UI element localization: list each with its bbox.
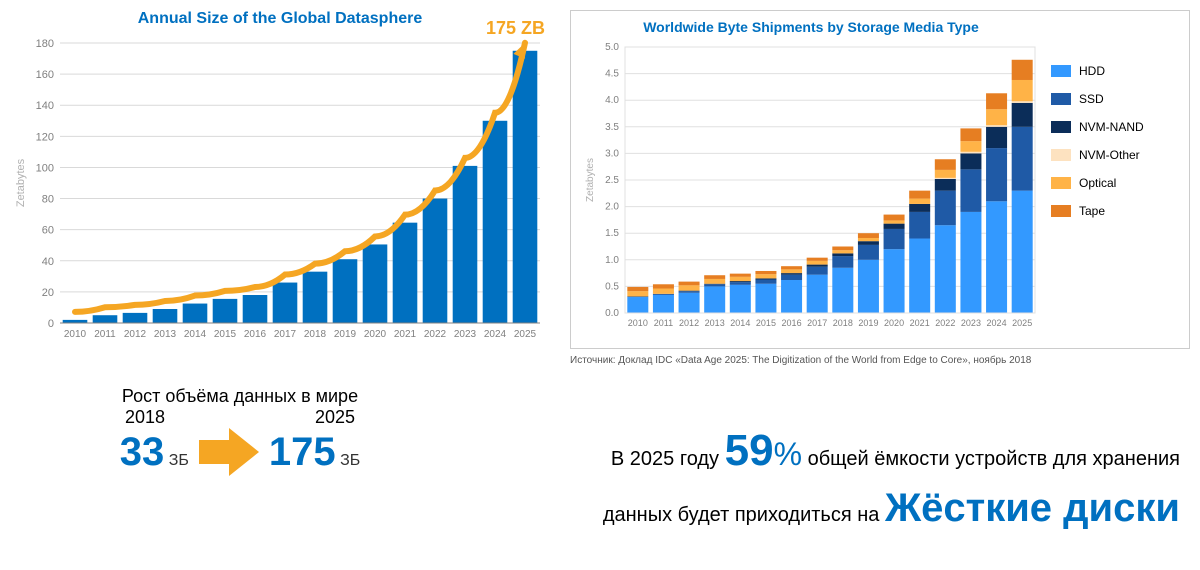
svg-text:0.5: 0.5 — [605, 281, 619, 292]
svg-text:160: 160 — [36, 69, 54, 81]
svg-text:2017: 2017 — [807, 318, 827, 328]
legend-item: NVM-Other — [1051, 148, 1144, 162]
growth-unit-to: ЗБ — [340, 452, 360, 469]
svg-text:2018: 2018 — [304, 329, 327, 340]
svg-text:2018: 2018 — [833, 318, 853, 328]
legend-label: Tape — [1079, 204, 1105, 218]
growth-val-to: 175 — [269, 430, 336, 474]
svg-text:60: 60 — [42, 225, 54, 237]
svg-text:5.0: 5.0 — [605, 42, 619, 53]
datasphere-annotation: 175 ZB — [486, 18, 545, 39]
legend-label: SSD — [1079, 92, 1104, 106]
svg-text:2022: 2022 — [424, 329, 447, 340]
svg-text:2023: 2023 — [454, 329, 477, 340]
legend-item: NVM-NAND — [1051, 120, 1144, 134]
svg-text:2013: 2013 — [705, 318, 725, 328]
percent-icon: % — [774, 436, 802, 472]
rt-line2-prefix: данных будет приходиться на — [603, 504, 880, 526]
svg-text:2017: 2017 — [274, 329, 297, 340]
datasphere-svg: 0 20 40 60 80 100 120 140 160 180 Zetabytes 2010 201… — [10, 33, 550, 353]
rt-pct: 59 — [725, 426, 774, 475]
source-text: Источник: Доклад IDC «Data Age 2025: The… — [570, 355, 1190, 366]
growth-year-to: 2025 — [315, 407, 355, 428]
rt-middle: общей ёмкости устройств для хранения — [808, 448, 1180, 470]
legend-swatch — [1051, 121, 1071, 133]
growth-unit-from: ЗБ — [169, 452, 189, 469]
svg-text:2022: 2022 — [935, 318, 955, 328]
legend-label: HDD — [1079, 64, 1105, 78]
shipments-legend: HDD SSD NVM-NAND NVM-Other Optical Tape — [1051, 19, 1144, 344]
legend-swatch — [1051, 205, 1071, 217]
svg-text:1.5: 1.5 — [605, 228, 619, 239]
legend-item: Tape — [1051, 204, 1144, 218]
growth-box: Рост объёма данных в мире 2018 2025 33 З… — [10, 386, 430, 476]
datasphere-chart: Annual Size of the Global Datasphere 175… — [10, 10, 550, 358]
legend-swatch — [1051, 93, 1071, 105]
legend-swatch — [1051, 149, 1071, 161]
svg-text:2012: 2012 — [679, 318, 699, 328]
svg-text:2016: 2016 — [244, 329, 267, 340]
svg-text:2020: 2020 — [364, 329, 387, 340]
legend-item: Optical — [1051, 176, 1144, 190]
legend-item: HDD — [1051, 64, 1144, 78]
svg-text:2019: 2019 — [858, 318, 878, 328]
svg-text:2024: 2024 — [987, 318, 1007, 328]
svg-text:2010: 2010 — [628, 318, 648, 328]
svg-text:2014: 2014 — [184, 329, 207, 340]
shipments-svg: 0.0 0.5 1.0 1.5 2.0 2.5 3.0 3.5 4.0 4.5 5.0 Zetabyt… — [581, 39, 1041, 339]
svg-text:40: 40 — [42, 256, 54, 268]
svg-text:4.0: 4.0 — [605, 95, 619, 106]
svg-text:2012: 2012 — [124, 329, 147, 340]
svg-text:2015: 2015 — [756, 318, 776, 328]
svg-text:2021: 2021 — [910, 318, 930, 328]
svg-text:20: 20 — [42, 287, 54, 299]
svg-text:2011: 2011 — [94, 329, 116, 340]
svg-text:2021: 2021 — [394, 329, 417, 340]
legend-swatch — [1051, 177, 1071, 189]
svg-text:2025: 2025 — [1012, 318, 1032, 328]
svg-text:2014: 2014 — [730, 318, 750, 328]
svg-text:Zetabytes: Zetabytes — [15, 158, 27, 207]
legend-swatch — [1051, 65, 1071, 77]
svg-text:2011: 2011 — [654, 318, 673, 328]
rt-prefix: В 2025 году — [611, 448, 719, 470]
legend-label: NVM-NAND — [1079, 120, 1144, 134]
svg-text:2025: 2025 — [514, 329, 537, 340]
svg-text:Zetabytes: Zetabytes — [585, 158, 596, 202]
svg-text:180: 180 — [36, 38, 54, 50]
svg-text:3.0: 3.0 — [605, 148, 619, 159]
svg-text:0.0: 0.0 — [605, 308, 619, 319]
svg-text:3.5: 3.5 — [605, 122, 619, 133]
right-text: В 2025 году 59% общей ёмкости устройств … — [430, 386, 1190, 531]
svg-text:2015: 2015 — [214, 329, 237, 340]
arrow-right-icon — [199, 428, 259, 476]
svg-text:1.0: 1.0 — [605, 255, 619, 266]
datasphere-title: Annual Size of the Global Datasphere — [10, 10, 550, 28]
svg-text:2016: 2016 — [782, 318, 802, 328]
legend-item: SSD — [1051, 92, 1144, 106]
rt-highlight: Жёсткие диски — [885, 486, 1180, 530]
svg-text:2013: 2013 — [154, 329, 177, 340]
growth-title: Рост объёма данных в мире — [50, 386, 430, 407]
svg-text:2020: 2020 — [884, 318, 904, 328]
svg-text:0: 0 — [48, 318, 54, 330]
growth-year-from: 2018 — [125, 407, 165, 428]
svg-text:120: 120 — [36, 131, 54, 143]
legend-label: Optical — [1079, 176, 1116, 190]
svg-text:100: 100 — [36, 162, 54, 174]
shipments-title: Worldwide Byte Shipments by Storage Medi… — [581, 19, 1041, 35]
svg-text:2.5: 2.5 — [605, 175, 619, 186]
svg-text:2.0: 2.0 — [605, 202, 619, 213]
growth-val-from: 33 — [120, 430, 165, 474]
svg-text:2019: 2019 — [334, 329, 357, 340]
legend-label: NVM-Other — [1079, 148, 1140, 162]
svg-text:80: 80 — [42, 194, 54, 206]
shipments-chart: Worldwide Byte Shipments by Storage Medi… — [570, 10, 1190, 349]
svg-text:2023: 2023 — [961, 318, 981, 328]
svg-text:140: 140 — [36, 100, 54, 112]
svg-text:4.5: 4.5 — [605, 69, 619, 80]
svg-text:2010: 2010 — [64, 329, 87, 340]
svg-text:2024: 2024 — [484, 329, 507, 340]
